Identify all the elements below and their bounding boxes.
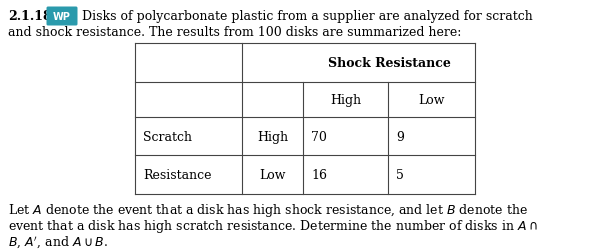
Text: Low: Low: [418, 93, 445, 106]
Text: Resistance: Resistance: [143, 168, 211, 181]
Text: $B$, $A'$, and $A \cup B$.: $B$, $A'$, and $A \cup B$.: [8, 233, 108, 249]
Text: event that a disk has high scratch resistance. Determine the number of disks in : event that a disk has high scratch resis…: [8, 217, 538, 234]
Text: Let $A$ denote the event that a disk has high shock resistance, and let $B$ deno: Let $A$ denote the event that a disk has…: [8, 201, 528, 218]
Text: WP: WP: [53, 12, 71, 22]
Text: 2.1.18: 2.1.18: [8, 10, 52, 23]
Text: 70: 70: [311, 130, 327, 143]
Text: Low: Low: [259, 168, 286, 181]
Text: Shock Resistance: Shock Resistance: [328, 56, 450, 70]
Text: 9: 9: [397, 130, 404, 143]
Text: 5: 5: [397, 168, 404, 181]
Text: Scratch: Scratch: [143, 130, 192, 143]
Text: High: High: [257, 130, 288, 143]
Text: High: High: [330, 93, 361, 106]
Text: Disks of polycarbonate plastic from a supplier are analyzed for scratch: Disks of polycarbonate plastic from a su…: [82, 10, 533, 23]
Text: and shock resistance. The results from 100 disks are summarized here:: and shock resistance. The results from 1…: [8, 26, 461, 39]
FancyBboxPatch shape: [47, 8, 77, 26]
Text: 16: 16: [311, 168, 327, 181]
